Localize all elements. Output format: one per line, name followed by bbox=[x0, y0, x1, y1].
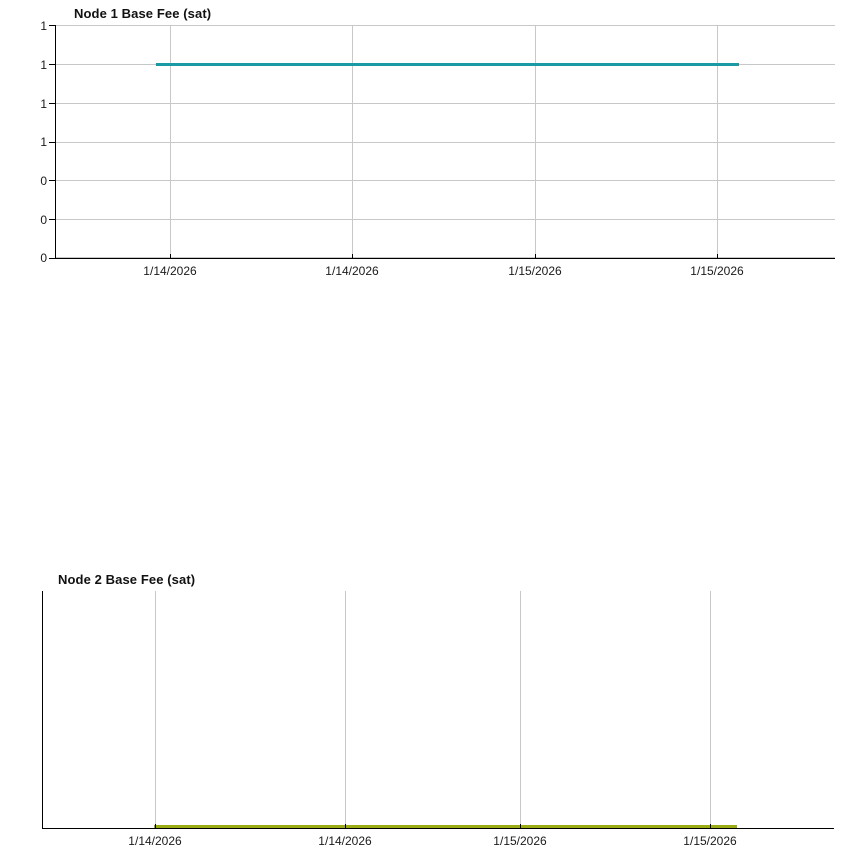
x-axis-label: 1/15/2026 bbox=[493, 834, 547, 848]
y-axis-node-2 bbox=[42, 591, 43, 829]
y-axis-label: 1 bbox=[40, 135, 47, 149]
y-tick-mark bbox=[49, 142, 55, 143]
x-axis-node-2 bbox=[42, 828, 834, 829]
gridline-vertical bbox=[155, 591, 156, 828]
x-axis-label: 1/14/2026 bbox=[128, 834, 182, 848]
x-tick-mark bbox=[155, 824, 156, 829]
gridline-vertical bbox=[717, 25, 718, 258]
gridline-horizontal bbox=[55, 142, 835, 143]
y-axis-label: 0 bbox=[40, 174, 47, 188]
chart-title-node-1: Node 1 Base Fee (sat) bbox=[74, 6, 212, 21]
gridline-vertical bbox=[535, 25, 536, 258]
y-tick-mark bbox=[49, 258, 55, 259]
gridline-horizontal bbox=[55, 103, 835, 104]
gridline-horizontal bbox=[55, 257, 835, 258]
x-axis-label: 1/14/2026 bbox=[325, 264, 379, 278]
y-tick-mark bbox=[49, 219, 55, 220]
x-axis-label: 1/15/2026 bbox=[690, 264, 744, 278]
x-axis-label: 1/14/2026 bbox=[318, 834, 372, 848]
y-tick-mark bbox=[49, 103, 55, 104]
chart-title-node-2: Node 2 Base Fee (sat) bbox=[58, 572, 196, 587]
x-tick-mark bbox=[170, 254, 171, 259]
y-tick-mark bbox=[49, 64, 55, 65]
y-tick-mark bbox=[49, 180, 55, 181]
x-tick-mark bbox=[345, 824, 346, 829]
plot-area-node-1 bbox=[55, 25, 835, 258]
y-axis-label: 0 bbox=[40, 213, 47, 227]
chart-panel-node-2: Node 2 Base Fee (sat) 1/14/2026 1/14/202… bbox=[0, 283, 860, 848]
x-axis-label: 1/15/2026 bbox=[683, 834, 737, 848]
gridline-horizontal bbox=[55, 180, 835, 181]
chart-panel-node-1: Node 1 Base Fee (sat) 1 1 1 1 0 0 0 1/14… bbox=[0, 0, 860, 285]
series-line-node-1 bbox=[156, 63, 739, 66]
x-axis-node-1 bbox=[55, 258, 835, 259]
x-axis-label: 1/14/2026 bbox=[143, 264, 197, 278]
y-axis-label: 0 bbox=[40, 251, 47, 265]
y-tick-mark bbox=[49, 25, 55, 26]
gridline-horizontal bbox=[55, 219, 835, 220]
x-axis-label: 1/15/2026 bbox=[508, 264, 562, 278]
gridline-vertical bbox=[352, 25, 353, 258]
gridline-horizontal bbox=[55, 25, 835, 26]
y-axis-node-1 bbox=[55, 25, 56, 259]
gridline-vertical bbox=[520, 591, 521, 828]
plot-area-node-2 bbox=[42, 591, 834, 828]
x-tick-mark bbox=[520, 824, 521, 829]
y-axis-label: 1 bbox=[40, 97, 47, 111]
x-tick-mark bbox=[535, 254, 536, 259]
x-tick-mark bbox=[710, 824, 711, 829]
x-tick-mark bbox=[352, 254, 353, 259]
gridline-vertical bbox=[710, 591, 711, 828]
y-axis-label: 1 bbox=[40, 19, 47, 33]
gridline-vertical bbox=[345, 591, 346, 828]
gridline-vertical bbox=[170, 25, 171, 258]
x-tick-mark bbox=[717, 254, 718, 259]
y-axis-label: 1 bbox=[40, 58, 47, 72]
